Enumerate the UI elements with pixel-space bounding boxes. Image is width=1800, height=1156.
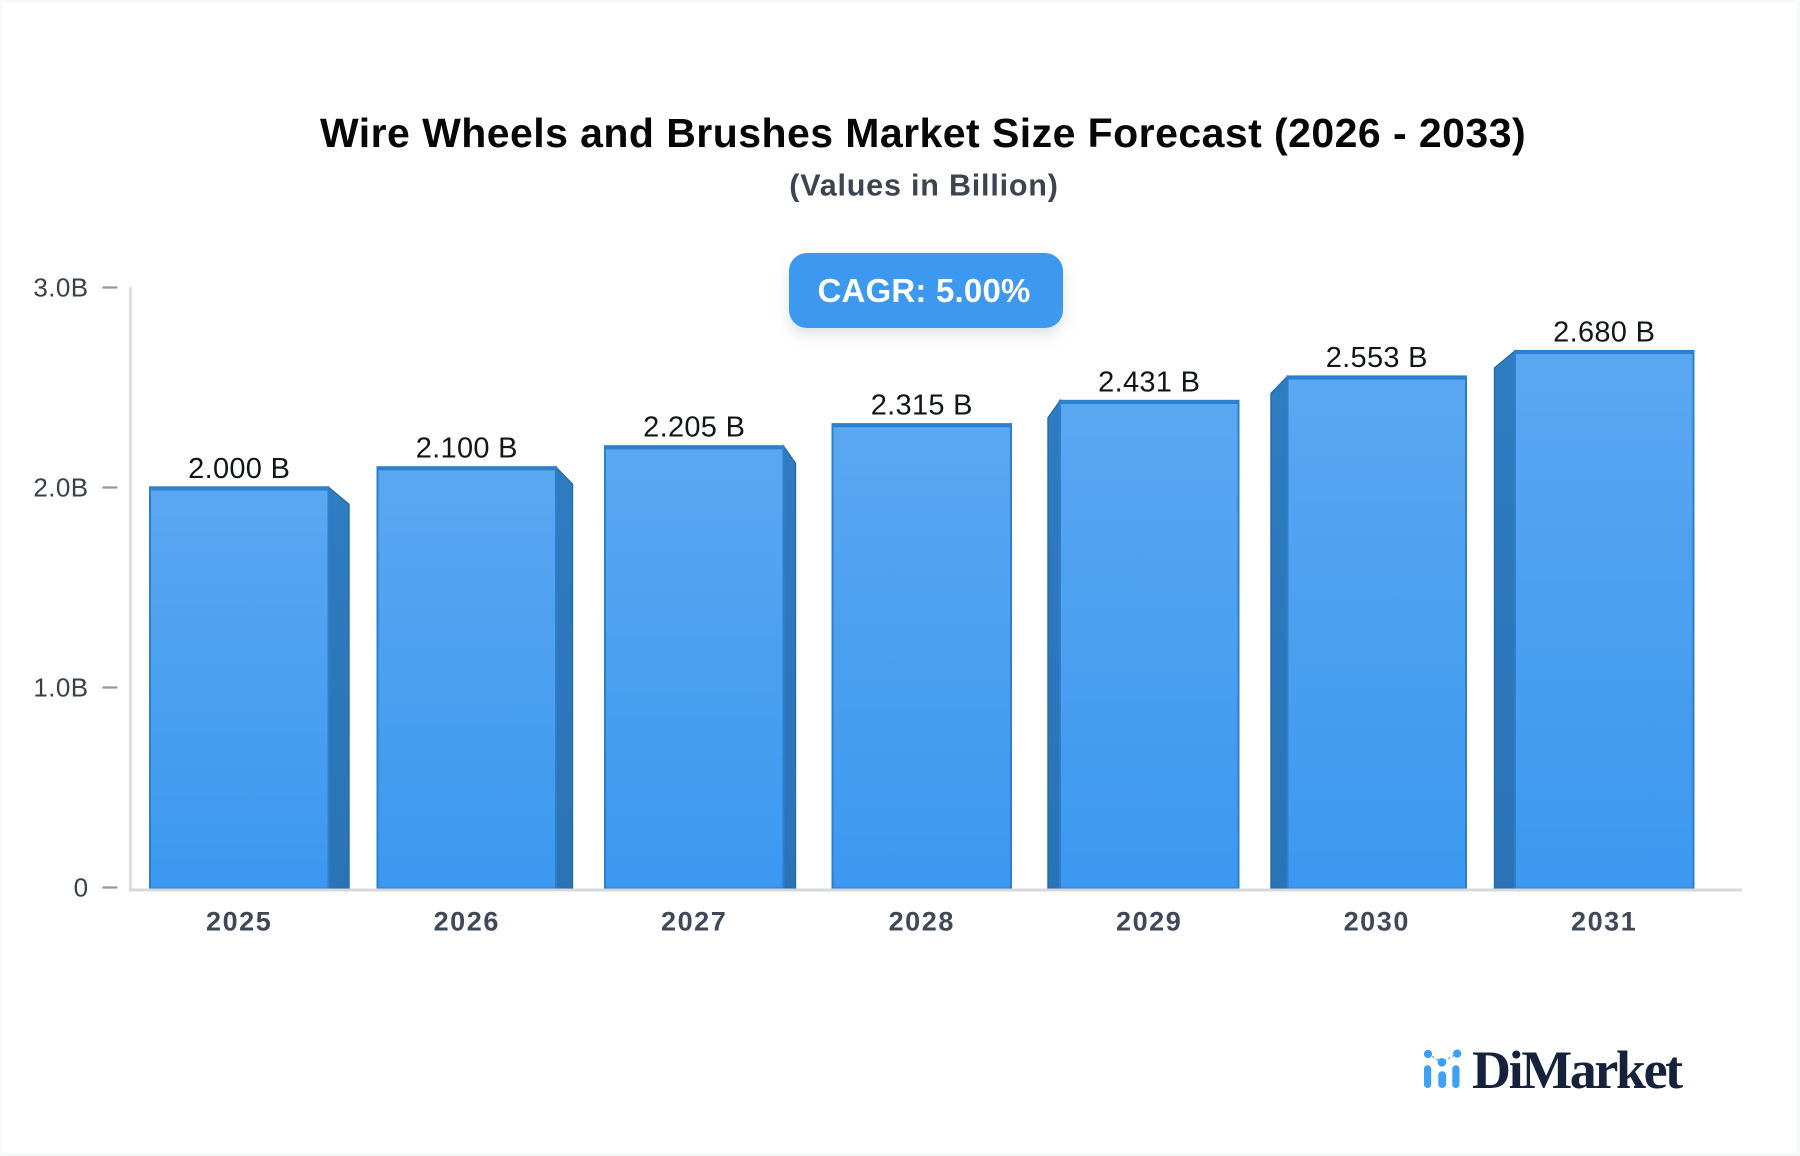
svg-text:Wire Wheels and Brushes Market: Wire Wheels and Brushes Market Size Fore… (320, 110, 1526, 156)
svg-text:2029: 2029 (1116, 907, 1182, 937)
svg-text:2.680 B: 2.680 B (1553, 316, 1655, 348)
svg-text:2031: 2031 (1571, 907, 1637, 937)
svg-text:DiMarket: DiMarket (1472, 1040, 1683, 1100)
svg-text:2.315 B: 2.315 B (871, 390, 973, 422)
svg-text:(Values in Billion): (Values in Billion) (789, 169, 1058, 203)
svg-text:2030: 2030 (1344, 907, 1410, 937)
svg-text:0: 0 (74, 873, 89, 903)
svg-text:2.100 B: 2.100 B (416, 433, 518, 465)
svg-text:2025: 2025 (206, 907, 272, 937)
svg-text:2027: 2027 (661, 907, 727, 937)
svg-text:2028: 2028 (889, 907, 955, 937)
svg-text:2.0B: 2.0B (33, 473, 88, 503)
svg-text:2.431 B: 2.431 B (1098, 366, 1200, 398)
svg-text:2.553 B: 2.553 B (1326, 342, 1428, 374)
svg-text:1.0B: 1.0B (33, 673, 88, 703)
svg-text:2026: 2026 (434, 907, 500, 937)
svg-text:CAGR: 5.00%: CAGR: 5.00% (817, 272, 1030, 309)
svg-text:2.000 B: 2.000 B (188, 453, 290, 485)
svg-text:2.205 B: 2.205 B (643, 412, 745, 444)
svg-text:3.0B: 3.0B (33, 273, 88, 303)
